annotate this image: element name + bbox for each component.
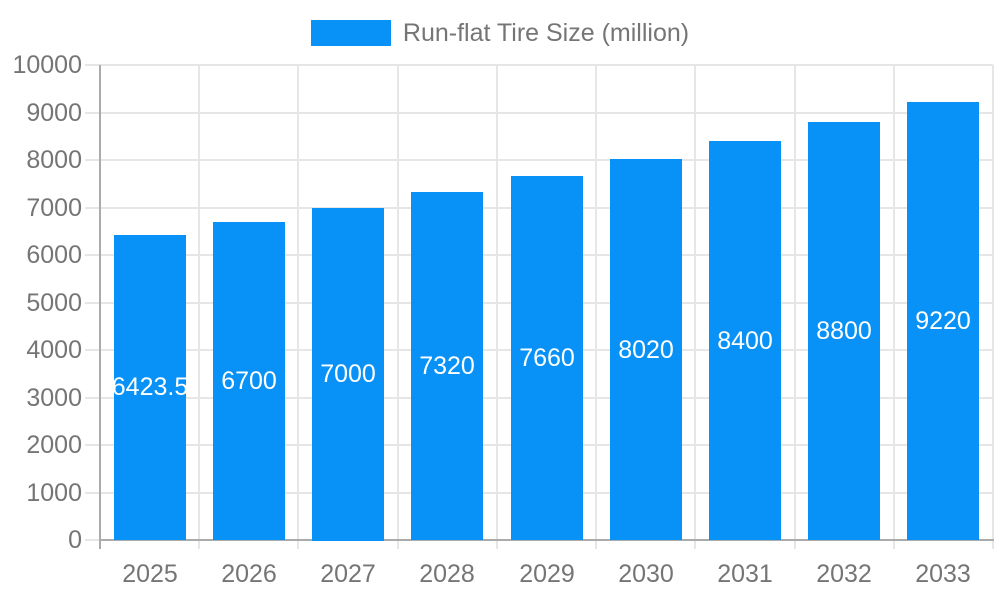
- bar: [411, 192, 483, 540]
- y-axis-tick: [85, 349, 100, 351]
- gridline-vertical: [893, 65, 895, 549]
- gridline-vertical: [397, 65, 399, 549]
- y-axis-tick: [85, 64, 100, 66]
- y-axis-line: [99, 65, 101, 549]
- x-axis-line: [100, 539, 994, 541]
- x-axis-label: 2029: [519, 560, 575, 588]
- y-axis-tick: [85, 397, 100, 399]
- y-axis-label: 9000: [26, 99, 82, 127]
- bar-value-label: 8800: [816, 317, 872, 345]
- y-axis-label: 10000: [12, 51, 82, 79]
- gridline-vertical: [794, 65, 796, 549]
- bar: [610, 159, 682, 540]
- x-axis-label: 2032: [816, 560, 872, 588]
- x-axis-label: 2025: [122, 560, 178, 588]
- y-axis-label: 2000: [26, 431, 82, 459]
- x-axis-label: 2028: [419, 560, 475, 588]
- bar: [511, 176, 583, 540]
- gridline-vertical: [297, 65, 299, 549]
- y-axis-tick: [85, 444, 100, 446]
- x-axis-label: 2030: [618, 560, 674, 588]
- y-axis-tick: [85, 492, 100, 494]
- gridline-vertical: [992, 65, 994, 549]
- bar-value-label: 8400: [717, 327, 773, 355]
- bar-value-label: 7320: [419, 352, 475, 380]
- bar-value-label: 8020: [618, 336, 674, 364]
- x-axis-label: 2026: [221, 560, 277, 588]
- bar: [213, 222, 285, 540]
- bar: [907, 102, 979, 540]
- y-axis-tick: [85, 207, 100, 209]
- y-axis-label: 8000: [26, 146, 82, 174]
- bar: [114, 235, 186, 540]
- bar: [312, 208, 384, 541]
- bar-value-label: 6700: [221, 367, 277, 395]
- y-axis-label: 3000: [26, 384, 82, 412]
- bar-value-label: 9220: [915, 307, 971, 335]
- x-axis-label: 2031: [717, 560, 773, 588]
- y-axis-tick: [85, 539, 100, 541]
- gridline-vertical: [595, 65, 597, 549]
- bar: [808, 122, 880, 540]
- gridline-horizontal: [100, 159, 993, 161]
- y-axis-tick: [85, 302, 100, 304]
- x-axis-label: 2027: [320, 560, 376, 588]
- bar-value-label: 6423.5: [111, 373, 189, 401]
- bar-value-label: 7660: [519, 344, 575, 372]
- gridline-vertical: [496, 65, 498, 549]
- y-axis-label: 5000: [26, 289, 82, 317]
- y-axis-label: 0: [68, 526, 82, 554]
- gridline-vertical: [694, 65, 696, 549]
- bar: [709, 141, 781, 540]
- legend: Run-flat Tire Size (million): [0, 18, 1000, 47]
- x-axis-label: 2033: [915, 560, 971, 588]
- y-axis-label: 4000: [26, 336, 82, 364]
- y-axis-label: 1000: [26, 479, 82, 507]
- gridline-horizontal: [100, 64, 993, 66]
- legend-label: Run-flat Tire Size (million): [402, 18, 690, 47]
- y-axis-label: 7000: [26, 194, 82, 222]
- y-axis-tick: [85, 254, 100, 256]
- y-axis-tick: [85, 112, 100, 114]
- bar-value-label: 7000: [320, 360, 376, 388]
- y-axis-tick: [85, 159, 100, 161]
- gridline-vertical: [198, 65, 200, 549]
- y-axis-label: 6000: [26, 241, 82, 269]
- legend-swatch: [310, 20, 391, 46]
- gridline-horizontal: [100, 112, 993, 114]
